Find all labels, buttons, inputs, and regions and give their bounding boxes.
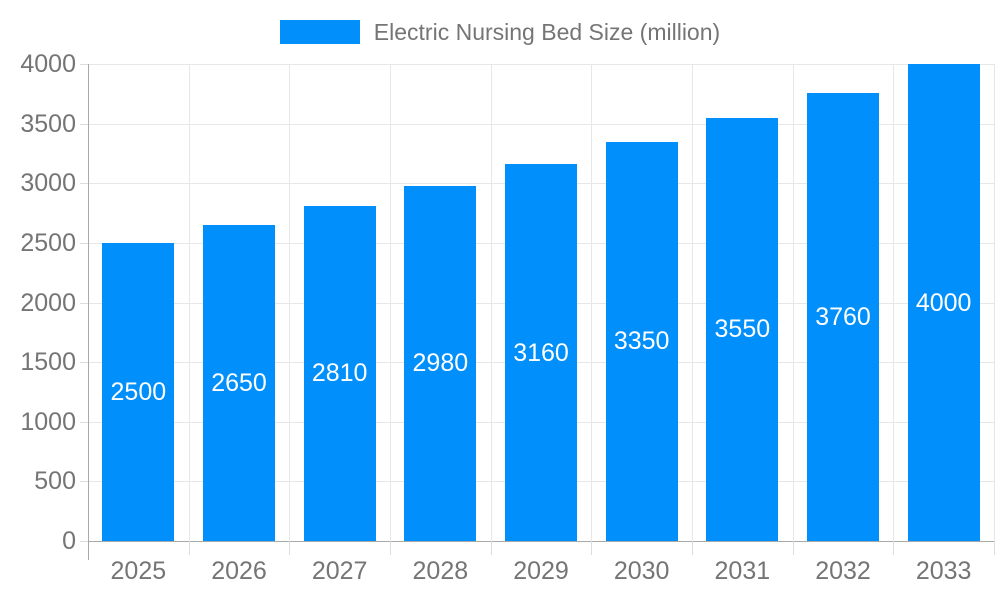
gridline-horizontal bbox=[88, 64, 994, 65]
bar bbox=[303, 205, 376, 541]
gridline-vertical bbox=[289, 64, 291, 541]
x-axis-label: 2032 bbox=[815, 557, 871, 585]
x-axis-line bbox=[88, 541, 994, 542]
y-axis-tick bbox=[80, 541, 88, 542]
x-axis-label: 2028 bbox=[412, 557, 469, 585]
bar bbox=[907, 64, 980, 541]
bar bbox=[706, 117, 779, 541]
x-axis-label: 2030 bbox=[613, 557, 670, 585]
bar-value-label: 3550 bbox=[714, 315, 771, 344]
y-axis-tick bbox=[80, 481, 88, 483]
x-axis-tick bbox=[792, 541, 794, 555]
x-axis-tick bbox=[490, 541, 492, 555]
bar bbox=[807, 92, 879, 541]
bar-value-label: 2500 bbox=[110, 377, 167, 406]
gridline-vertical bbox=[188, 64, 190, 541]
y-axis-tick bbox=[80, 183, 88, 185]
gridline-vertical bbox=[591, 64, 593, 541]
y-axis-tick bbox=[80, 242, 88, 244]
y-axis-label: 1500 bbox=[20, 348, 76, 377]
x-axis-tick bbox=[390, 541, 391, 555]
gridline-vertical bbox=[390, 64, 391, 541]
gridline-vertical bbox=[692, 64, 693, 541]
x-axis-tick bbox=[591, 541, 593, 555]
bar bbox=[203, 224, 275, 541]
y-axis-label: 2500 bbox=[20, 228, 76, 257]
bar bbox=[505, 164, 577, 541]
x-axis-tick bbox=[994, 541, 995, 555]
bar-value-label: 4000 bbox=[915, 288, 972, 317]
y-axis-label: 3000 bbox=[20, 169, 76, 198]
legend-item[interactable]: Electric Nursing Bed Size (million) bbox=[279, 18, 721, 46]
bar bbox=[404, 185, 477, 541]
gridline-vertical bbox=[893, 64, 895, 541]
bar-value-label: 3350 bbox=[613, 327, 670, 356]
bar-value-label: 3760 bbox=[815, 302, 871, 331]
y-axis-label: 2000 bbox=[20, 288, 76, 317]
gridline-horizontal bbox=[88, 123, 994, 125]
x-axis-label: 2029 bbox=[513, 557, 569, 585]
y-axis-tick bbox=[80, 64, 88, 65]
bar bbox=[605, 141, 678, 541]
y-axis-line bbox=[88, 64, 89, 560]
y-axis-label: 500 bbox=[34, 467, 76, 496]
y-axis-label: 4000 bbox=[20, 50, 76, 78]
bar-value-label: 2980 bbox=[412, 349, 469, 378]
x-axis-label: 2025 bbox=[110, 557, 167, 585]
y-axis-label: 1000 bbox=[20, 407, 76, 436]
legend-label: Electric Nursing Bed Size (million) bbox=[373, 18, 721, 45]
legend-swatch bbox=[279, 20, 360, 44]
x-axis-label: 2033 bbox=[915, 557, 972, 585]
plot-area: 2500 2650 2810 2980 3160 3350 3550 3760 4000 bbox=[88, 64, 995, 541]
bar-value-label: 2810 bbox=[311, 359, 368, 388]
x-axis-tick bbox=[289, 541, 291, 555]
x-axis-tick bbox=[893, 541, 895, 555]
gridline-vertical bbox=[792, 64, 794, 541]
bar-value-label: 3160 bbox=[513, 338, 569, 367]
x-axis-tick bbox=[692, 541, 693, 555]
gridline-vertical bbox=[490, 64, 492, 541]
legend: Electric Nursing Bed Size (million) bbox=[0, 16, 1000, 48]
gridline-vertical bbox=[994, 64, 995, 541]
y-axis-tick bbox=[80, 421, 88, 423]
x-axis-label: 2026 bbox=[211, 557, 267, 585]
y-axis-tick bbox=[80, 123, 88, 125]
bar-value-label: 2650 bbox=[211, 368, 267, 397]
x-axis-tick bbox=[188, 541, 190, 555]
x-axis-label: 2031 bbox=[714, 557, 771, 585]
y-axis-tick bbox=[80, 362, 88, 364]
y-axis-label: 0 bbox=[62, 527, 76, 555]
y-axis-label: 3500 bbox=[20, 109, 76, 138]
bar bbox=[102, 242, 175, 541]
x-axis-label: 2027 bbox=[311, 557, 368, 585]
y-axis-tick bbox=[80, 302, 88, 304]
